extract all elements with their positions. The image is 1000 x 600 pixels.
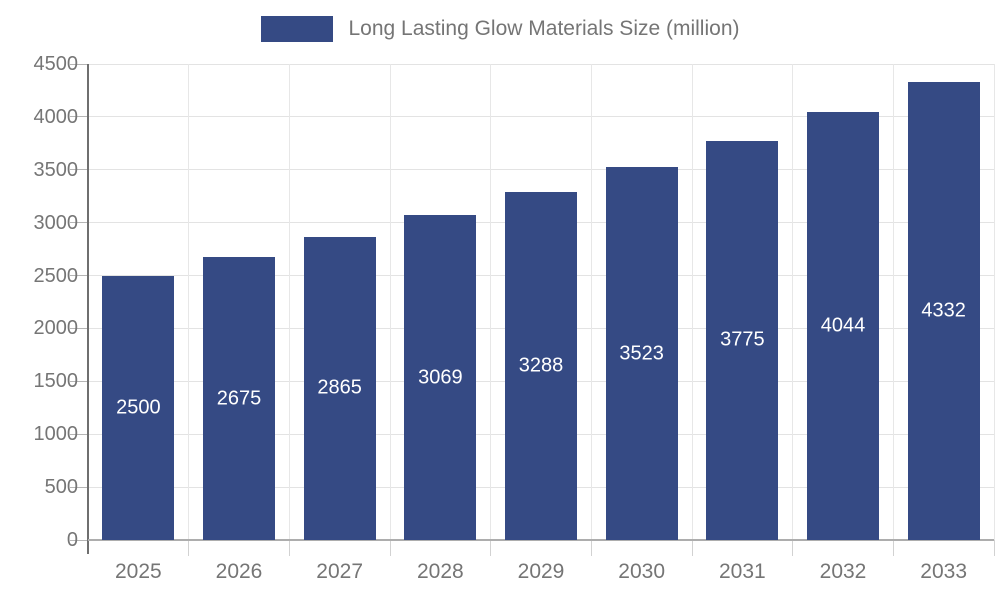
y-axis-tick: [70, 539, 88, 541]
bar-2032[interactable]: 4044: [807, 112, 879, 540]
y-axis-label: 500: [44, 476, 78, 499]
legend[interactable]: Long Lasting Glow Materials Size (millio…: [0, 16, 1000, 42]
x-axis-label: 2026: [215, 560, 263, 583]
y-axis-line: [87, 64, 89, 554]
x-axis-label: 2027: [316, 560, 364, 583]
y-axis-tick: [70, 116, 88, 118]
y-axis-label: 3000: [33, 211, 79, 234]
x-axis-label: 2025: [114, 560, 162, 583]
x-gridline: [892, 64, 894, 540]
x-axis-label: 2030: [618, 560, 666, 583]
bar-value-label: 3523: [619, 342, 664, 365]
x-axis-tick: [691, 540, 693, 556]
bar-2031[interactable]: 3775: [706, 140, 779, 540]
x-axis-label: 2028: [416, 560, 464, 583]
x-gridline: [691, 64, 693, 540]
legend-label: Long Lasting Glow Materials Size (millio…: [348, 17, 740, 40]
x-axis-tick: [188, 540, 190, 556]
x-gridline: [792, 64, 794, 540]
y-axis-label: 2500: [33, 264, 79, 287]
x-gridline: [188, 64, 190, 540]
x-gridline: [389, 64, 391, 540]
x-axis-label: 2033: [920, 560, 968, 583]
y-axis-label: 1500: [33, 370, 79, 393]
y-axis-tick: [70, 63, 88, 65]
y-axis-tick: [70, 380, 88, 382]
x-axis-tick: [590, 540, 592, 556]
y-axis-tick: [70, 486, 88, 488]
bar-2028[interactable]: 3069: [404, 215, 477, 540]
bar-value-label: 3775: [720, 328, 765, 351]
y-axis-label: 0: [66, 529, 78, 551]
legend-swatch: [260, 16, 333, 42]
y-axis-label: 3500: [33, 158, 79, 181]
bar-value-label: 3288: [518, 354, 564, 377]
y-axis-label: 4500: [33, 53, 79, 75]
x-axis-label: 2032: [819, 560, 867, 583]
y-axis-tick: [70, 327, 88, 329]
y-gridline: [88, 63, 994, 65]
bar-value-label: 2675: [216, 387, 262, 409]
x-gridline: [590, 64, 592, 540]
bar-value-label: 4044: [820, 314, 866, 337]
y-axis-label: 4000: [33, 105, 79, 128]
bar-value-label: 4332: [921, 299, 966, 322]
y-gridline: [88, 169, 994, 171]
y-axis-tick: [70, 433, 88, 435]
bar-2030[interactable]: 3523: [605, 167, 678, 540]
bar-value-label: 2865: [317, 376, 362, 399]
y-axis-tick: [70, 222, 88, 224]
bar-value-label: 2500: [116, 396, 161, 419]
x-gridline: [288, 64, 290, 540]
bar-2025[interactable]: 2500: [102, 275, 175, 540]
x-axis-tick: [892, 540, 894, 556]
y-axis-tick: [70, 275, 88, 277]
x-axis-line: [88, 539, 994, 541]
x-axis-tick: [389, 540, 391, 556]
x-axis-label: 2031: [718, 560, 766, 583]
y-axis-tick: [70, 169, 88, 171]
x-gridline: [490, 64, 492, 540]
x-axis-tick: [490, 540, 492, 556]
x-gridline: [993, 64, 995, 540]
bar-2026[interactable]: 2675: [203, 257, 275, 540]
bar-value-label: 3069: [418, 366, 463, 389]
x-axis-tick: [993, 540, 995, 556]
y-axis-label: 1000: [33, 423, 79, 446]
bar-2033[interactable]: 4332: [907, 81, 980, 540]
x-axis-label: 2029: [517, 560, 565, 583]
x-axis-tick: [792, 540, 794, 556]
y-gridline: [88, 116, 994, 118]
x-axis-tick: [288, 540, 290, 556]
y-axis-label: 2000: [33, 317, 79, 340]
bar-2029[interactable]: 3288: [505, 192, 577, 540]
bar-2027[interactable]: 2865: [303, 236, 376, 540]
